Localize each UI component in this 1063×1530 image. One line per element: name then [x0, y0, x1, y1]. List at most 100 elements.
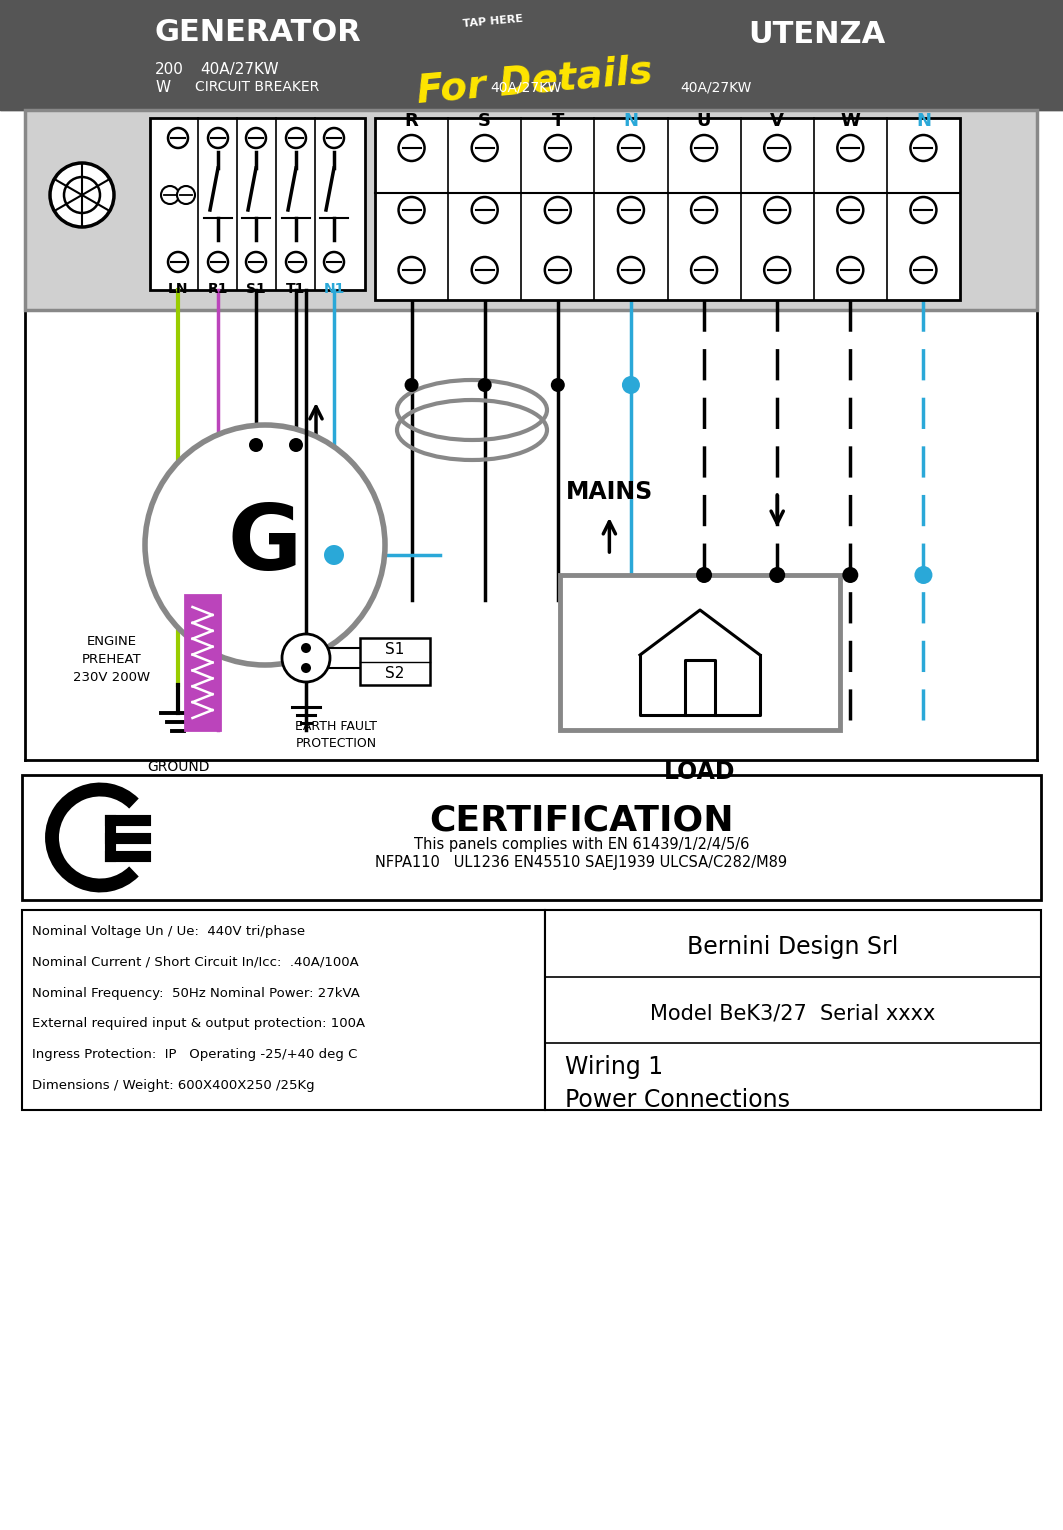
Circle shape — [477, 378, 492, 392]
Text: ENGINE
PREHEAT
230V 200W: ENGINE PREHEAT 230V 200W — [73, 635, 151, 684]
Circle shape — [405, 378, 419, 392]
Text: TAP HERE: TAP HERE — [462, 14, 523, 29]
Text: CERTIFICATION: CERTIFICATION — [429, 803, 733, 837]
Circle shape — [208, 252, 227, 272]
Circle shape — [618, 257, 644, 283]
Text: External required input & output protection: 100A: External required input & output protect… — [32, 1017, 365, 1030]
Circle shape — [618, 197, 644, 223]
Bar — [1037, 0, 1063, 110]
Circle shape — [161, 187, 179, 203]
Circle shape — [282, 633, 330, 682]
Circle shape — [764, 257, 790, 283]
Circle shape — [324, 129, 344, 148]
Circle shape — [324, 252, 344, 272]
Circle shape — [246, 252, 266, 272]
Circle shape — [399, 197, 424, 223]
Bar — [22, 776, 1041, 900]
Text: N: N — [916, 112, 931, 130]
Text: T1: T1 — [286, 282, 306, 295]
Text: UTENZA: UTENZA — [748, 20, 885, 49]
Circle shape — [286, 252, 306, 272]
Text: CIRCUIT BREAKER: CIRCUIT BREAKER — [195, 80, 319, 93]
Circle shape — [178, 187, 195, 203]
Circle shape — [145, 425, 385, 666]
Circle shape — [696, 568, 712, 583]
Bar — [545, 910, 1041, 1109]
Circle shape — [399, 257, 424, 283]
Bar — [185, 595, 220, 730]
Circle shape — [838, 135, 863, 161]
Circle shape — [910, 197, 937, 223]
Text: Nominal Voltage Un / Ue:  440V tri/phase: Nominal Voltage Un / Ue: 440V tri/phase — [32, 926, 305, 938]
Bar — [375, 118, 960, 300]
Circle shape — [472, 197, 497, 223]
Text: N1: N1 — [323, 282, 344, 295]
Text: NFPA110   UL1236 EN45510 SAEJ1939 ULCSA/C282/M89: NFPA110 UL1236 EN45510 SAEJ1939 ULCSA/C2… — [375, 855, 788, 871]
Text: N: N — [623, 112, 639, 130]
Bar — [22, 910, 545, 1109]
Circle shape — [399, 135, 424, 161]
Circle shape — [301, 643, 311, 653]
Bar — [26, 110, 1037, 311]
Text: GROUND: GROUND — [147, 760, 209, 774]
Text: T: T — [552, 112, 564, 130]
Text: GENERATOR: GENERATOR — [155, 18, 361, 47]
Text: R: R — [405, 112, 419, 130]
Circle shape — [246, 129, 266, 148]
Text: W: W — [155, 80, 170, 95]
Text: R1: R1 — [207, 282, 229, 295]
Circle shape — [301, 662, 311, 673]
Text: Wiring 1: Wiring 1 — [566, 1056, 663, 1079]
Circle shape — [168, 252, 188, 272]
Text: S1: S1 — [385, 643, 405, 656]
Text: V: V — [771, 112, 784, 130]
Text: LOAD: LOAD — [664, 760, 736, 783]
Circle shape — [168, 129, 188, 148]
Text: W: W — [841, 112, 860, 130]
Text: MAINS: MAINS — [566, 480, 653, 503]
Text: LN: LN — [168, 282, 188, 295]
Circle shape — [249, 438, 263, 451]
Circle shape — [472, 257, 497, 283]
Text: 200: 200 — [155, 63, 184, 76]
Circle shape — [691, 257, 718, 283]
Circle shape — [289, 438, 303, 451]
Circle shape — [545, 257, 571, 283]
Circle shape — [691, 197, 718, 223]
Circle shape — [545, 197, 571, 223]
Circle shape — [545, 135, 571, 161]
Bar — [0, 0, 26, 110]
Text: For Details: For Details — [415, 52, 654, 110]
Text: G: G — [227, 500, 302, 589]
Circle shape — [914, 566, 932, 584]
Circle shape — [622, 376, 640, 395]
Text: Dimensions / Weight: 600X400X250 /25Kg: Dimensions / Weight: 600X400X250 /25Kg — [32, 1079, 315, 1092]
Circle shape — [691, 135, 718, 161]
Text: U: U — [697, 112, 711, 130]
Text: Nominal Current / Short Circuit In/Icc:  .40A/100A: Nominal Current / Short Circuit In/Icc: … — [32, 956, 358, 968]
Text: 40A/27KW: 40A/27KW — [490, 80, 561, 93]
Text: This panels complies with EN 61439/1/2/4/5/6: This panels complies with EN 61439/1/2/4… — [414, 837, 749, 852]
Text: Ingress Protection:  IP   Operating -25/+40 deg C: Ingress Protection: IP Operating -25/+40… — [32, 1048, 357, 1062]
Bar — [560, 575, 840, 730]
Circle shape — [208, 129, 227, 148]
Bar — [360, 638, 431, 685]
Text: S2: S2 — [385, 666, 405, 681]
Text: S: S — [478, 112, 491, 130]
Circle shape — [910, 257, 937, 283]
Circle shape — [764, 197, 790, 223]
Text: Nominal Frequency:  50Hz Nominal Power: 27kVA: Nominal Frequency: 50Hz Nominal Power: 2… — [32, 987, 360, 999]
Circle shape — [472, 135, 497, 161]
Circle shape — [842, 568, 858, 583]
Text: Bernini Design Srl: Bernini Design Srl — [688, 935, 898, 959]
Text: EARTH FAULT
PROTECTION: EARTH FAULT PROTECTION — [296, 721, 377, 750]
Circle shape — [324, 545, 344, 565]
Text: Model BeK3/27  Serial xxxx: Model BeK3/27 Serial xxxx — [651, 1004, 935, 1024]
Circle shape — [764, 135, 790, 161]
Circle shape — [286, 129, 306, 148]
Bar — [0, 0, 1063, 110]
Circle shape — [770, 568, 786, 583]
Circle shape — [838, 197, 863, 223]
Circle shape — [50, 164, 114, 226]
Circle shape — [838, 257, 863, 283]
